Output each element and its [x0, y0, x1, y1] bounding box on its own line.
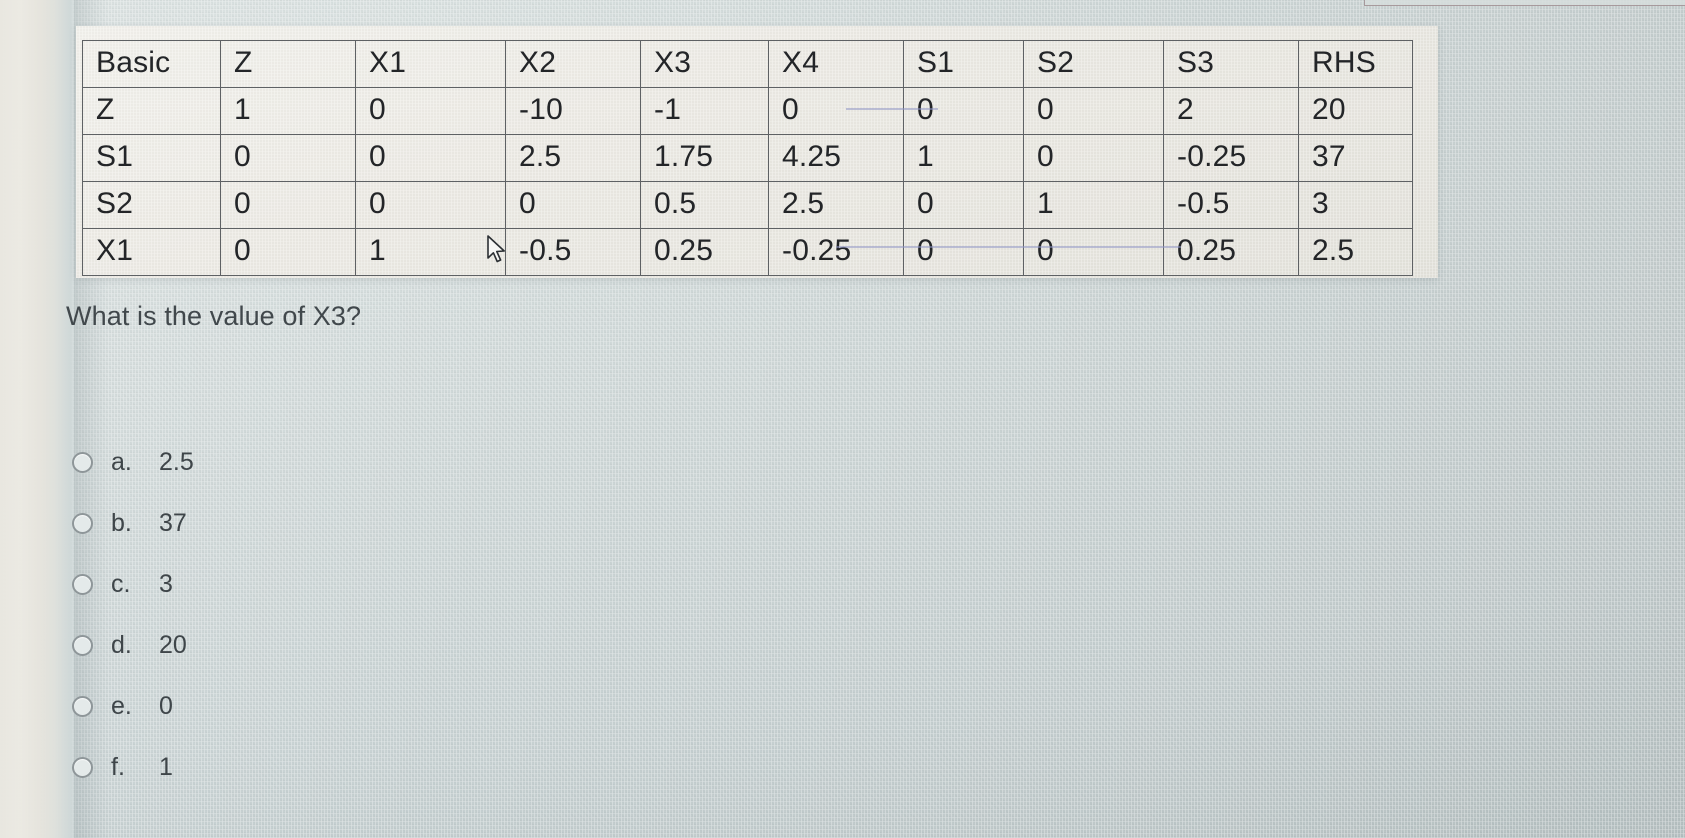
- cell-x4: 0: [768, 87, 904, 135]
- radio-button-c[interactable]: [72, 574, 93, 595]
- column-header-s2: S2: [1023, 40, 1164, 88]
- column-header-x1: X1: [355, 40, 506, 88]
- cell-x2: 2.5: [505, 134, 641, 182]
- cell-s2: 0: [1023, 87, 1164, 135]
- cell-x4: -0.25: [768, 228, 904, 276]
- option-letter-b: b.: [111, 509, 132, 537]
- option-letter-d: d.: [111, 631, 132, 659]
- scan-artifact-line: [846, 108, 938, 110]
- option-letter-f: f.: [111, 753, 125, 781]
- cell-s2: 0: [1023, 134, 1164, 182]
- option-value-d: 20: [159, 631, 187, 659]
- cell-x3: 0.5: [640, 181, 769, 229]
- cell-basic: Z: [82, 87, 221, 135]
- cell-x1: 1: [355, 228, 506, 276]
- option-f[interactable]: f. 1: [72, 737, 612, 798]
- option-d[interactable]: d. 20: [72, 615, 612, 676]
- option-value-a: 2.5: [159, 448, 194, 476]
- column-header-s1: S1: [903, 40, 1024, 88]
- cell-x1: 0: [355, 134, 506, 182]
- cell-x3: -1: [640, 87, 769, 135]
- tableau-card: Basic Z X1 X2 X3 X4 S1 S2 S3 RHS Z 1 0 -…: [76, 26, 1438, 278]
- cell-s1: 0: [903, 228, 1024, 276]
- cell-s3: -0.25: [1163, 134, 1299, 182]
- table-row: Z 1 0 -10 -1 0 0 0 2 20: [82, 87, 1413, 135]
- option-b[interactable]: b. 37: [72, 493, 612, 554]
- cell-rhs: 2.5: [1298, 228, 1413, 276]
- column-header-x2: X2: [505, 40, 641, 88]
- cell-z: 1: [220, 87, 356, 135]
- option-letter-e: e.: [111, 692, 132, 720]
- cell-x1: 0: [355, 181, 506, 229]
- cell-s2: 1: [1023, 181, 1164, 229]
- option-value-f: 1: [159, 753, 173, 781]
- option-value-e: 0: [159, 692, 173, 720]
- cell-x4: 4.25: [768, 134, 904, 182]
- cell-basic: S2: [82, 181, 221, 229]
- cell-x3: 0.25: [640, 228, 769, 276]
- mouse-pointer-icon: [486, 235, 508, 265]
- cell-basic: S1: [82, 134, 221, 182]
- option-value-b: 37: [159, 509, 187, 537]
- cell-z: 0: [220, 134, 356, 182]
- cell-x3: 1.75: [640, 134, 769, 182]
- cell-x2: 0: [505, 181, 641, 229]
- option-value-c: 3: [159, 570, 173, 598]
- answer-options-group: a. 2.5 b. 37 c. 3 d. 20 e. 0 f. 1: [72, 432, 612, 798]
- column-header-basic: Basic: [82, 40, 221, 88]
- left-paper-edge: [0, 0, 78, 838]
- column-header-x4: X4: [768, 40, 904, 88]
- cell-s1: 1: [903, 134, 1024, 182]
- cell-rhs: 3: [1298, 181, 1413, 229]
- cell-s3: -0.5: [1163, 181, 1299, 229]
- radio-button-b[interactable]: [72, 513, 93, 534]
- option-e[interactable]: e. 0: [72, 676, 612, 737]
- scan-artifact-line: [836, 246, 1181, 248]
- radio-button-d[interactable]: [72, 635, 93, 656]
- simplex-tableau-table: Basic Z X1 X2 X3 X4 S1 S2 S3 RHS Z 1 0 -…: [82, 40, 1413, 276]
- option-letter-c: c.: [111, 570, 131, 598]
- cell-x2: -0.5: [505, 228, 641, 276]
- radio-button-e[interactable]: [72, 696, 93, 717]
- cell-rhs: 37: [1298, 134, 1413, 182]
- column-header-s3: S3: [1163, 40, 1299, 88]
- window-frame-fragment: [1364, 0, 1685, 6]
- radio-button-a[interactable]: [72, 452, 93, 473]
- cell-z: 0: [220, 181, 356, 229]
- table-row: S1 0 0 2.5 1.75 4.25 1 0 -0.25 37: [82, 134, 1413, 182]
- column-header-z: Z: [220, 40, 356, 88]
- table-row: S2 0 0 0 0.5 2.5 0 1 -0.5 3: [82, 181, 1413, 229]
- cell-basic: X1: [82, 228, 221, 276]
- cell-s2: 0: [1023, 228, 1164, 276]
- tableau-header-row: Basic Z X1 X2 X3 X4 S1 S2 S3 RHS: [82, 40, 1413, 88]
- cell-rhs: 20: [1298, 87, 1413, 135]
- table-row: X1 0 1 -0.5 0.25 -0.25 0 0 0.25 2.5: [82, 228, 1413, 276]
- cell-s1: 0: [903, 181, 1024, 229]
- option-a[interactable]: a. 2.5: [72, 432, 612, 493]
- cell-x2: -10: [505, 87, 641, 135]
- option-c[interactable]: c. 3: [72, 554, 612, 615]
- cell-x4: 2.5: [768, 181, 904, 229]
- radio-button-f[interactable]: [72, 757, 93, 778]
- column-header-rhs: RHS: [1298, 40, 1413, 88]
- cell-s3: 2: [1163, 87, 1299, 135]
- option-letter-a: a.: [111, 448, 132, 476]
- column-header-x3: X3: [640, 40, 769, 88]
- page-title: What is the value of X3?: [66, 301, 362, 331]
- cell-s1: 0: [903, 87, 1024, 135]
- cell-x1: 0: [355, 87, 506, 135]
- cell-s3: 0.25: [1163, 228, 1299, 276]
- cell-z: 0: [220, 228, 356, 276]
